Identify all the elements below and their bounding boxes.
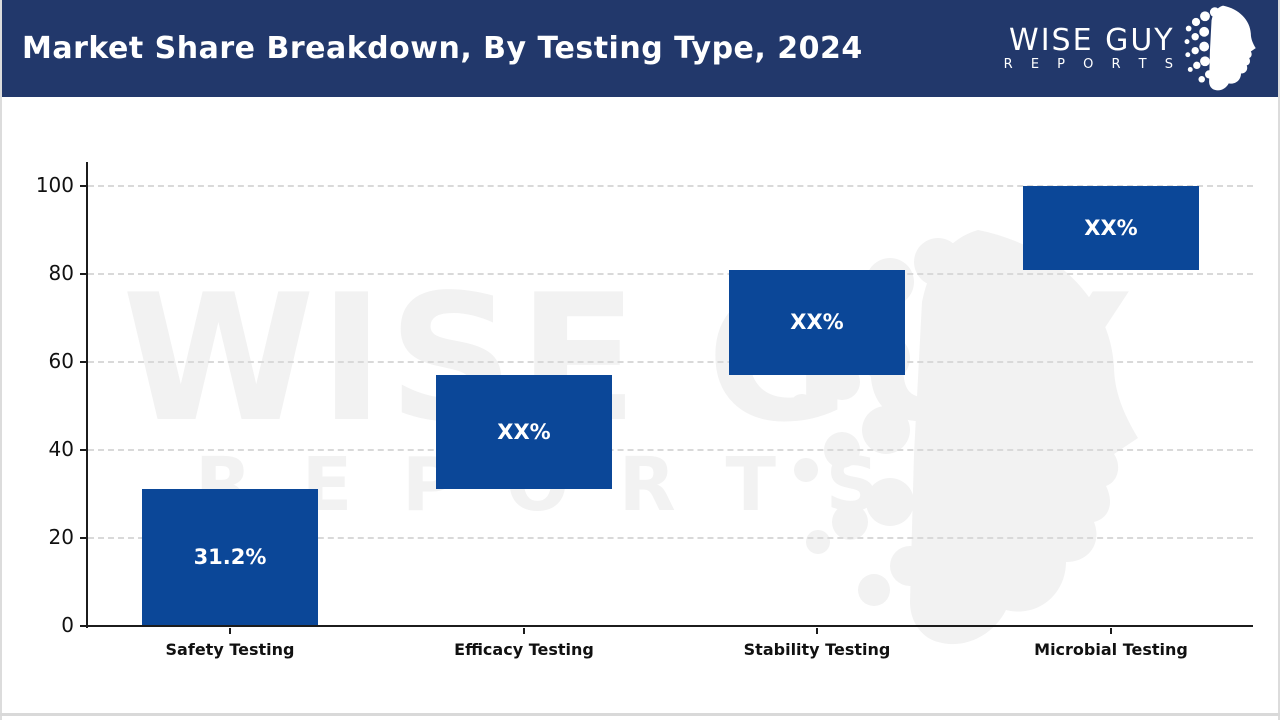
logo-wordmark: WISE GUY R E P O R T S: [1004, 25, 1180, 73]
x-tick-label-stability-testing: Stability Testing: [743, 640, 891, 659]
y-tickmark-40: [80, 449, 88, 451]
page-border-left: [0, 0, 2, 720]
y-tick-label-100: 100: [35, 173, 74, 197]
bar-value-label-efficacy-testing: XX%: [497, 419, 551, 444]
x-tickmark-microbial-testing: [1110, 628, 1112, 634]
gridline-20: [88, 537, 1253, 539]
x-tick-label-safety-testing: Safety Testing: [165, 640, 295, 659]
wise-guy-reports-logo: WISE GUY R E P O R T S: [1004, 4, 1264, 94]
x-axis-spine: [86, 625, 1253, 627]
gridline-60: [88, 361, 1253, 363]
bar-safety-testing: 31.2%: [142, 488, 318, 626]
page-border-right: [1278, 0, 1280, 720]
y-tickmark-100: [80, 185, 88, 187]
x-tick-label-microbial-testing: Microbial Testing: [1034, 640, 1188, 659]
y-tickmark-60: [80, 361, 88, 363]
y-tick-label-0: 0: [61, 613, 74, 637]
x-tick-label-efficacy-testing: Efficacy Testing: [454, 640, 594, 659]
y-tickmark-0: [80, 625, 88, 627]
x-tickmark-stability-testing: [816, 628, 818, 634]
bar-stability-testing: XX%: [729, 269, 905, 376]
logo-wordmark-line2: R E P O R T S: [1003, 57, 1180, 73]
header-bar: Market Share Breakdown, By Testing Type,…: [0, 0, 1280, 97]
gridline-40: [88, 449, 1253, 451]
y-tickmark-80: [80, 273, 88, 275]
page-title: Market Share Breakdown, By Testing Type,…: [22, 31, 863, 66]
y-tick-label-80: 80: [48, 261, 74, 285]
y-tick-label-60: 60: [48, 349, 74, 373]
bar-value-label-stability-testing: XX%: [790, 310, 844, 335]
bar-efficacy-testing: XX%: [436, 375, 612, 489]
logo-wordmark-line1: WISE GUY: [1009, 22, 1175, 58]
bar-microbial-testing: XX%: [1023, 186, 1199, 270]
y-tick-label-40: 40: [48, 437, 74, 461]
y-axis-spine: [86, 162, 88, 628]
y-tick-label-20: 20: [48, 525, 74, 549]
y-tickmark-20: [80, 537, 88, 539]
x-tickmark-efficacy-testing: [523, 628, 525, 634]
bar-value-label-safety-testing: 31.2%: [193, 545, 267, 570]
bar-value-label-microbial-testing: XX%: [1084, 215, 1138, 240]
gridline-80: [88, 273, 1253, 275]
page-border-bottom: [0, 713, 1280, 716]
gridline-100: [88, 185, 1253, 187]
x-tickmark-safety-testing: [229, 628, 231, 634]
